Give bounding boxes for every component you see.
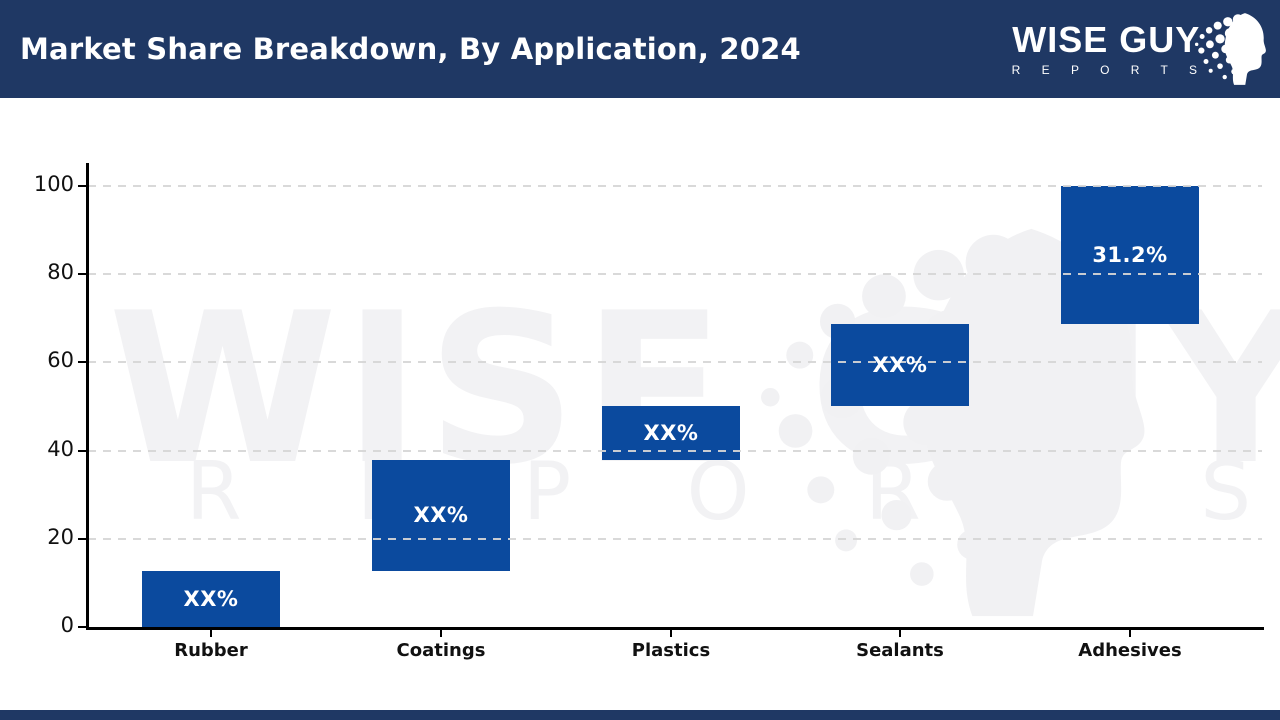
- y-tick-mark: [78, 626, 86, 628]
- y-axis-spine: [86, 163, 89, 630]
- x-tick-mark: [440, 630, 442, 637]
- y-tick-mark: [78, 361, 86, 364]
- bar-value-label: 31.2%: [1092, 242, 1168, 267]
- y-tick-label: 40: [47, 436, 74, 461]
- x-axis-label: Coatings: [396, 640, 486, 661]
- bar-segment: XX%: [372, 459, 510, 571]
- bar-value-label: XX%: [413, 503, 469, 528]
- x-axis-label: Adhesives: [1078, 640, 1182, 661]
- bar-value-label: XX%: [643, 420, 699, 445]
- y-tick-label: 60: [47, 348, 74, 373]
- y-tick-label: 100: [33, 172, 74, 196]
- x-tick-mark: [210, 630, 212, 637]
- gridline: [88, 361, 1262, 364]
- y-tick-mark: [78, 449, 86, 452]
- y-tick-label: 0: [60, 613, 74, 637]
- wise-guy-logo: WISE GUY R E P O R T S: [1007, 10, 1266, 88]
- y-tick-mark: [78, 273, 86, 276]
- bar-value-label: XX%: [183, 586, 239, 611]
- y-tick-label: 80: [47, 260, 74, 285]
- logo-text: WISE GUY R E P O R T S: [1007, 18, 1206, 77]
- x-axis-label: Sealants: [856, 640, 944, 661]
- x-tick-mark: [899, 630, 901, 637]
- x-axis-label: Rubber: [174, 640, 248, 661]
- bar-segment: 31.2%: [1061, 186, 1199, 324]
- bar-segment: XX%: [142, 570, 280, 627]
- footer-bar: [0, 710, 1280, 720]
- bar-segment: XX%: [602, 406, 740, 460]
- x-axis-label: Plastics: [631, 640, 711, 661]
- x-axis-spine: [86, 627, 1264, 630]
- x-tick-mark: [1129, 630, 1131, 637]
- chart-title: Market Share Breakdown, By Application, …: [20, 32, 801, 66]
- y-tick-mark: [78, 537, 86, 540]
- y-tick-label: 20: [47, 524, 74, 549]
- wise-guy-face-icon: [1194, 13, 1266, 85]
- gridline: [88, 449, 1262, 452]
- gridline: [88, 273, 1262, 276]
- x-tick-mark: [670, 630, 672, 637]
- logo-brand-text: WISE GUY: [1012, 18, 1201, 60]
- logo-sub-text: R E P O R T S: [1011, 62, 1206, 77]
- bar-value-label: XX%: [872, 352, 928, 377]
- y-tick-mark: [78, 185, 86, 187]
- header-bar: Market Share Breakdown, By Application, …: [0, 0, 1280, 98]
- gridline: [88, 537, 1262, 540]
- gridline: [88, 185, 1262, 187]
- bar-segment: XX%: [831, 323, 969, 407]
